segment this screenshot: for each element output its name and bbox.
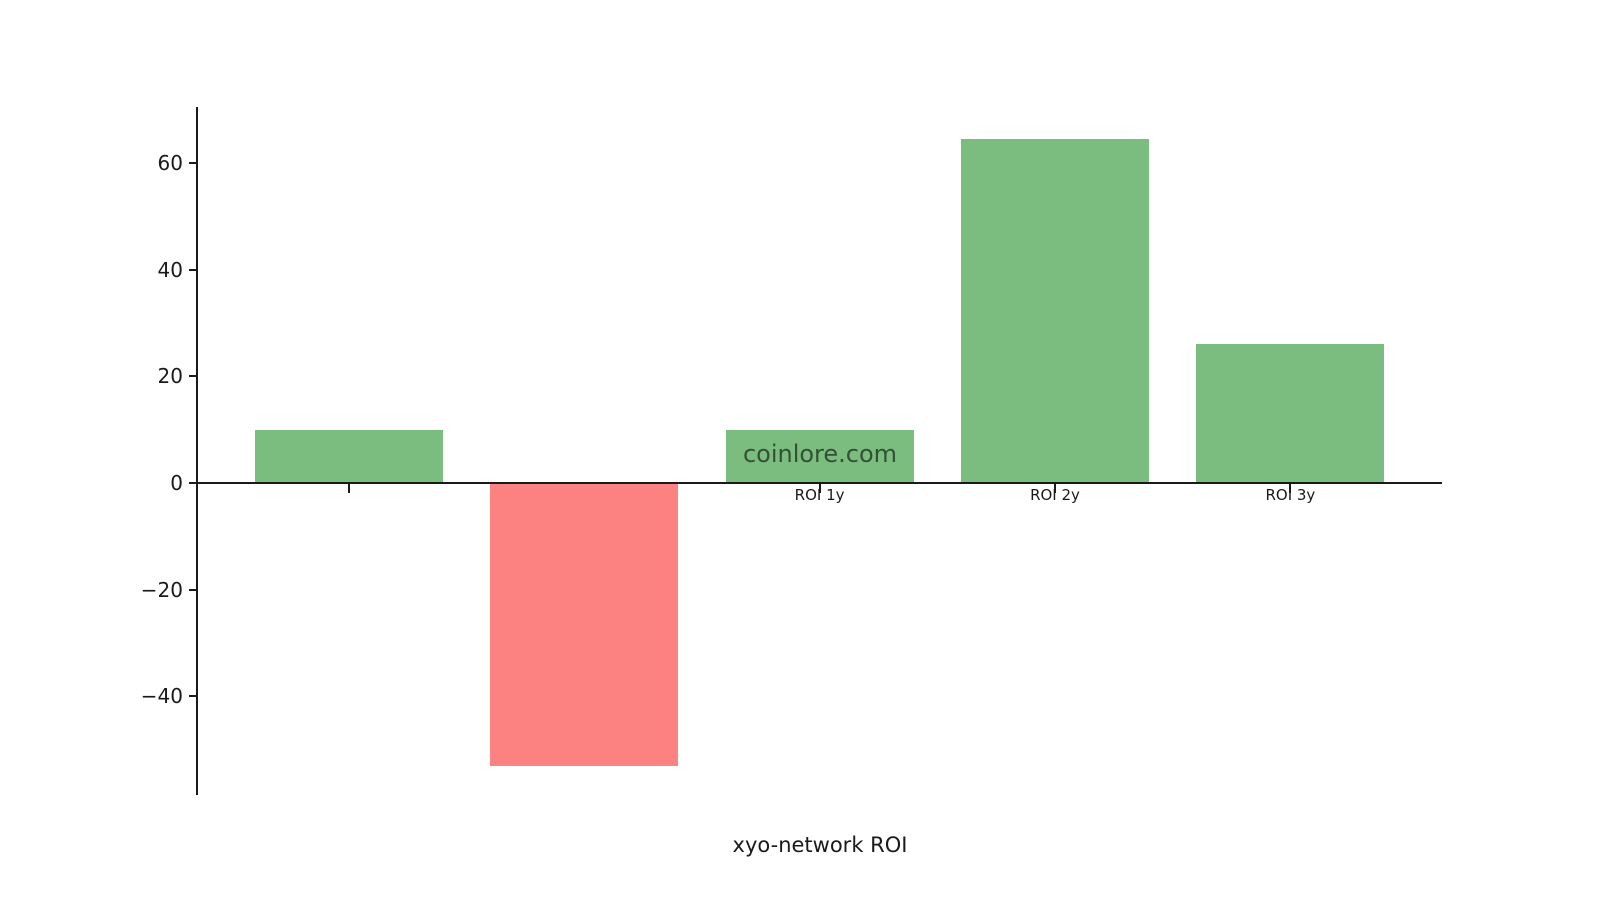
y-tick-mark	[189, 268, 197, 271]
y-axis-line	[196, 107, 198, 795]
y-tick-label: 60	[157, 151, 183, 175]
x-axis-title: xyo-network ROI	[732, 833, 908, 857]
y-tick-label: 0	[170, 471, 183, 495]
y-tick-mark	[189, 482, 197, 484]
x-tick-mark	[1054, 483, 1056, 493]
x-tick-mark	[1289, 483, 1292, 493]
y-tick-mark	[189, 695, 197, 698]
y-tick-mark	[189, 375, 197, 378]
x-tick-label: ROI 2y	[1030, 486, 1080, 504]
y-tick-label: 20	[157, 364, 183, 389]
x-axis-zero-line	[197, 482, 1442, 484]
bar-roi-2y	[961, 139, 1149, 483]
x-tick-mark	[347, 483, 350, 493]
x-tick-mark	[818, 483, 821, 493]
y-tick-label: −40	[140, 684, 183, 709]
watermark-text: coinlore.com	[742, 440, 898, 468]
bar-roi-1y	[725, 429, 914, 483]
y-tick-mark	[189, 162, 197, 164]
bar-unlabeled-1	[254, 429, 443, 483]
bar-roi-3y	[1196, 344, 1385, 483]
y-tick-label: 40	[157, 257, 183, 282]
x-tick-label: ROI 1y	[794, 486, 845, 504]
bar-unlabeled-2	[490, 483, 679, 766]
x-tick-label: ROI 3y	[1265, 486, 1316, 504]
y-tick-label: −20	[140, 577, 183, 602]
y-tick-mark	[189, 588, 197, 591]
